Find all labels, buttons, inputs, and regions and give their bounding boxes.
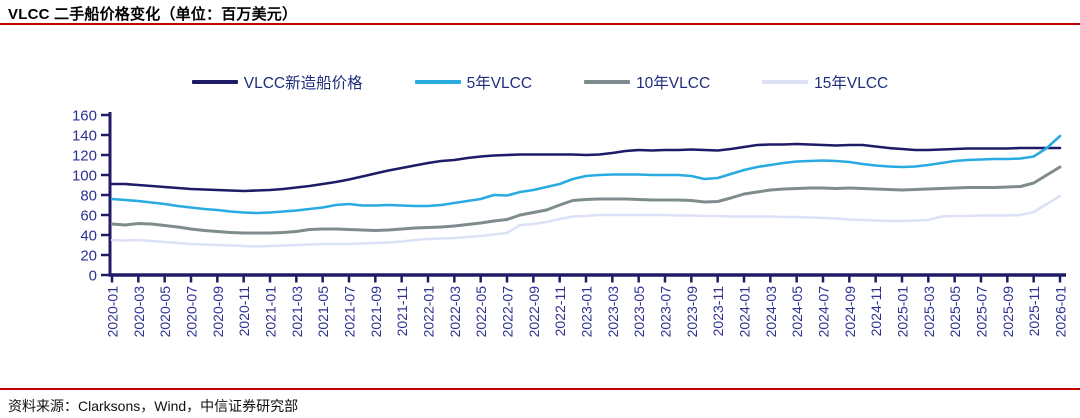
legend-line-swatch (762, 80, 809, 84)
x-tick-label: 2024-07 (816, 286, 832, 338)
x-tick-label: 2023-07 (658, 286, 674, 338)
x-tick-label: 2023-11 (710, 286, 726, 337)
x-tick-label: 2026-01 (1053, 286, 1069, 338)
x-tick-label: 2023-05 (631, 286, 647, 338)
x-tick-label: 2024-03 (763, 286, 779, 338)
price-line-chart: 0 20 40 60 80 100 120 140 160 2020-01 2020-03 2020-… (72, 108, 1069, 338)
x-tick-label: 2021-07 (342, 286, 358, 338)
legend-item-3: 10年VLCC (584, 71, 710, 93)
x-tick-label: 2023-09 (684, 286, 700, 338)
x-tick-label: 2021-05 (315, 286, 331, 338)
x-tick-label: 2020-09 (210, 286, 226, 338)
x-tick-label: 2025-05 (947, 286, 963, 338)
x-tick-label: 2024-11 (868, 286, 884, 337)
x-tick-label: 2022-09 (526, 286, 542, 338)
series-line-newbuild (110, 142, 1062, 193)
y-tick-label: 0 (89, 268, 97, 285)
page-title: VLCC 二手船价格变化（单位：百万美元） (8, 6, 298, 23)
x-tick-label: 2020-05 (157, 286, 173, 338)
legend-item-4: 15年VLCC (762, 71, 888, 93)
x-tick-label: 2021-01 (263, 286, 279, 338)
x-tick-label: 2021-03 (289, 286, 305, 338)
x-tick-label: 2022-01 (421, 286, 437, 338)
x-tick-label: 2025-03 (921, 286, 937, 338)
x-tick-label: 2020-01 (105, 286, 121, 338)
x-tick-label: 2021-11 (394, 286, 410, 337)
x-tick-label: 2022-07 (500, 286, 516, 338)
source-note: 资料来源：Clarksons，Wind，中信证券研究部 (8, 398, 299, 414)
legend-item-1: VLCC新造船价格 (191, 71, 363, 93)
x-tick-label: 2022-11 (552, 286, 568, 337)
x-tick-label: 2020-07 (184, 286, 200, 338)
y-tick-label: 80 (80, 188, 97, 205)
x-tick-label: 2025-09 (1000, 286, 1016, 338)
y-tick-label: 140 (72, 128, 97, 145)
x-tick-label: 2025-07 (974, 286, 990, 338)
footer-divider (0, 388, 1080, 390)
y-tick-label: 60 (80, 208, 97, 225)
x-tick-label: 2021-09 (368, 286, 384, 338)
x-tick-label: 2024-09 (842, 286, 858, 338)
legend-label: 15年VLCC (814, 75, 889, 92)
y-tick-label: 20 (80, 248, 97, 265)
x-tick-label: 2023-01 (579, 286, 595, 338)
legend-label: 10年VLCC (636, 75, 711, 92)
series-line-15yr (110, 194, 1062, 248)
y-tick-label: 120 (72, 148, 97, 165)
legend-item-2: 5年VLCC (414, 71, 533, 93)
title-underline (0, 23, 1080, 25)
x-tick-label: 2020-11 (236, 286, 252, 337)
series-line-10yr (110, 165, 1062, 235)
x-tick-label: 2024-01 (737, 286, 753, 338)
x-tick-label: 2024-05 (789, 286, 805, 338)
legend-line-swatch (191, 80, 238, 84)
x-tick-label: 2020-03 (131, 286, 147, 338)
y-tick-label: 40 (80, 228, 97, 245)
x-tick-label: 2022-05 (473, 286, 489, 338)
legend-label: 5年VLCC (466, 75, 533, 92)
x-tick-label: 2022-03 (447, 286, 463, 338)
series-line-5yr (110, 134, 1062, 215)
y-tick-label: 100 (72, 168, 97, 185)
x-tick-label: 2023-03 (605, 286, 621, 338)
x-tick-label: 2025-01 (895, 286, 911, 338)
legend-line-swatch (584, 80, 631, 84)
x-tick-label: 2025-11 (1026, 286, 1042, 337)
y-tick-label: 160 (72, 108, 97, 125)
legend-line-swatch (414, 80, 461, 84)
chart-legend: VLCC新造船价格 5年VLCC 10年VLCC 15年VLCC (0, 71, 1080, 93)
legend-label: VLCC新造船价格 (243, 75, 363, 92)
